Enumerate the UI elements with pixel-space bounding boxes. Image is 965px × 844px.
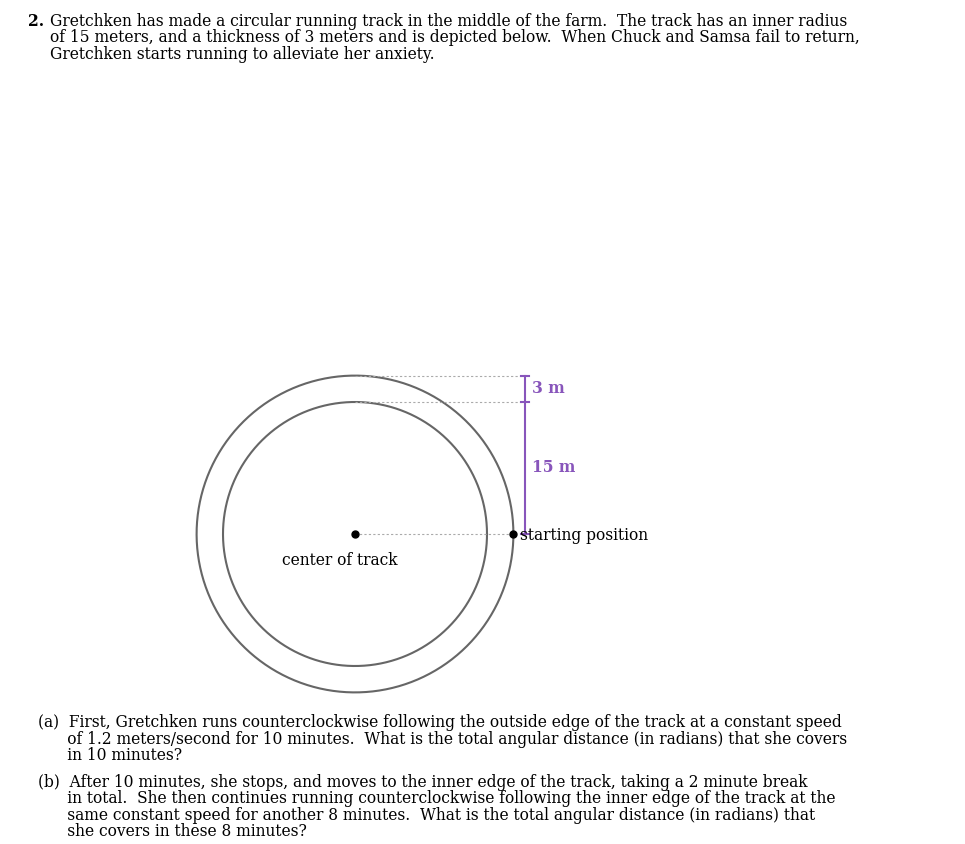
Text: in 10 minutes?: in 10 minutes? bbox=[38, 748, 182, 765]
Text: Gretchken has made a circular running track in the middle of the farm.  The trac: Gretchken has made a circular running tr… bbox=[50, 13, 847, 30]
Text: 3 m: 3 m bbox=[533, 381, 565, 398]
Text: she covers in these 8 minutes?: she covers in these 8 minutes? bbox=[38, 824, 307, 841]
Text: (b)  After 10 minutes, she stops, and moves to the inner edge of the track, taki: (b) After 10 minutes, she stops, and mov… bbox=[38, 774, 808, 791]
Text: 2.: 2. bbox=[28, 13, 44, 30]
Text: starting position: starting position bbox=[520, 528, 648, 544]
Text: same constant speed for another 8 minutes.  What is the total angular distance (: same constant speed for another 8 minute… bbox=[38, 807, 815, 824]
Text: (a)  First, Gretchken runs counterclockwise following the outside edge of the tr: (a) First, Gretchken runs counterclockwi… bbox=[38, 714, 841, 732]
Text: 15 m: 15 m bbox=[533, 459, 576, 477]
Text: Gretchken starts running to alleviate her anxiety.: Gretchken starts running to alleviate he… bbox=[50, 46, 434, 63]
Text: of 1.2 meters/second for 10 minutes.  What is the total angular distance (in rad: of 1.2 meters/second for 10 minutes. Wha… bbox=[38, 731, 847, 748]
Text: in total.  She then continues running counterclockwise following the inner edge : in total. She then continues running cou… bbox=[38, 790, 836, 808]
Text: of 15 meters, and a thickness of 3 meters and is depicted below.  When Chuck and: of 15 meters, and a thickness of 3 meter… bbox=[50, 30, 860, 46]
Text: center of track: center of track bbox=[282, 552, 398, 569]
